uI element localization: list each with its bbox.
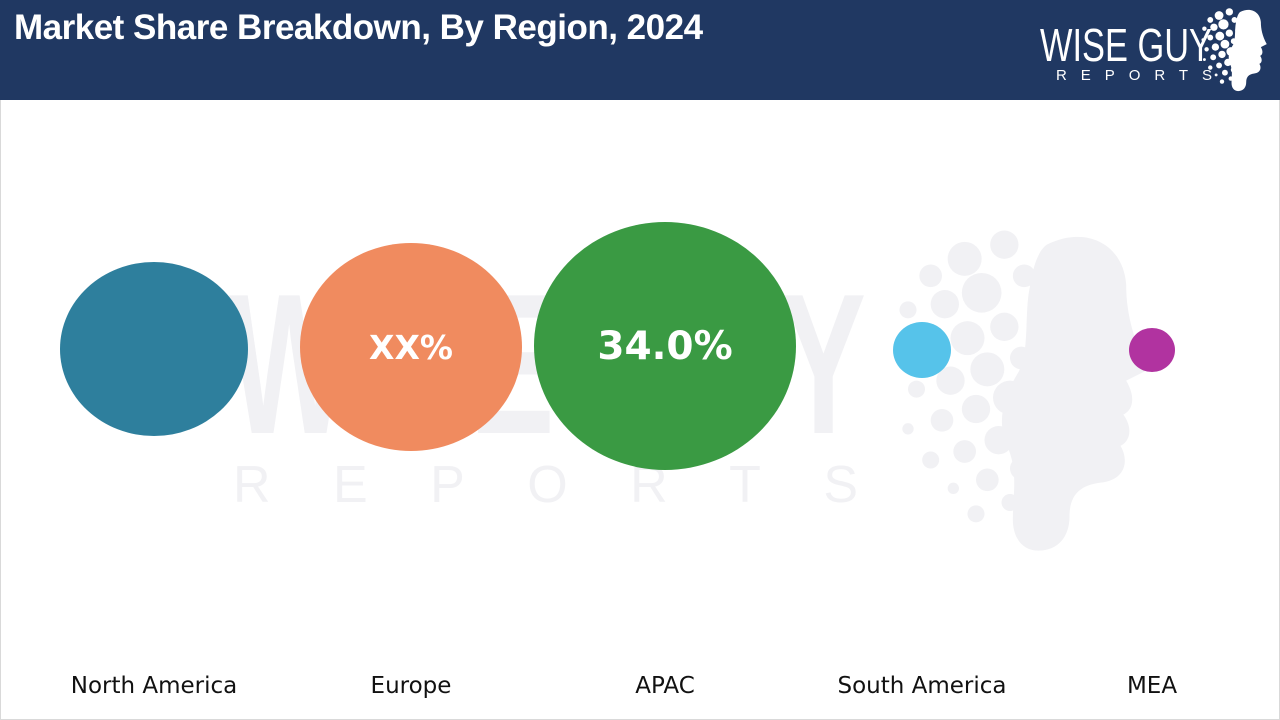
bubble-south-america: [893, 322, 951, 378]
chart-canvas: WISE GUY REPORTS XX%34.0% North AmericaE…: [0, 100, 1280, 720]
bubble-north-america: [60, 262, 248, 436]
watermark-head-icon: [896, 230, 1149, 551]
category-label-apac: APAC: [635, 673, 695, 699]
category-label-europe: Europe: [370, 673, 452, 699]
header-bar: Market Share Breakdown, By Region, 2024 …: [0, 0, 1280, 100]
category-label-mea: MEA: [1126, 673, 1178, 699]
bubble-value-label-apac: 34.0%: [597, 323, 733, 369]
category-label-south-america: South America: [837, 673, 1007, 699]
page-title: Market Share Breakdown, By Region, 2024: [14, 8, 703, 47]
category-label-north-america: North America: [70, 673, 238, 699]
watermark-sub-text: REPORTS: [233, 456, 858, 514]
bubble-mea: [1129, 328, 1175, 372]
bubble-apac: 34.0%: [534, 222, 796, 470]
bubble-europe: XX%: [300, 243, 522, 451]
bubble-value-label-europe: XX%: [369, 327, 453, 367]
logo-brand-text: WISE GUY: [1040, 19, 1212, 71]
wise-guy-logo: WISE GUY REPORTS: [1040, 8, 1267, 92]
